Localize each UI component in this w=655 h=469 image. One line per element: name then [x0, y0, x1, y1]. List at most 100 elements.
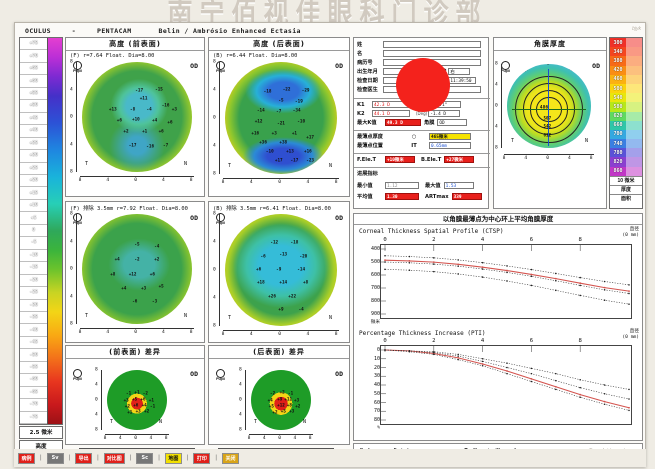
pti-plot[interactable]: 0 10 20 30 40 50 60 70 80% 0 2 4 6 8 — [374, 338, 632, 431]
pachymetry-swatch — [626, 65, 642, 75]
map-value: -34 — [292, 108, 301, 114]
nasal-label: N — [303, 419, 307, 425]
cornea-side-value: OD — [437, 119, 468, 126]
chart-y-unit: % — [377, 425, 380, 431]
map-value: +13 — [286, 149, 294, 155]
field-surname-value[interactable] — [383, 41, 481, 48]
map-value: +4 — [152, 118, 158, 124]
pachymetry-scale-row: 420 — [610, 65, 642, 75]
pachymetry-disc[interactable]: 4865075426120°30°60°90°120°150°180°210°2… — [507, 64, 591, 148]
y-tick: 4 — [70, 294, 73, 299]
pti-title: Percentage Thickness Increase (PTI) — [359, 330, 486, 337]
elevation-map-panel-1: 高度 (前表面) (F) r=7.64 Float. Dia=8.00 OD Pupi… — [65, 37, 205, 197]
series-normal-low — [384, 349, 630, 390]
x-tick: 0 — [278, 332, 281, 337]
map-disc[interactable]: -17 -15 +11 -16 +13 -8 -4 +3 +6 +10 +4 +6 +2 +1 +6 -17-… — [82, 62, 192, 172]
metric-kmax: 最大K值 49.3 D 角膜 OD — [357, 119, 468, 126]
map-title: 高度 (前表面) — [66, 38, 204, 51]
field-surname[interactable]: 姓 — [357, 41, 487, 48]
chart-y-tick: 900 — [370, 311, 380, 317]
map-y-axis: 8 4 0 4 8 — [70, 60, 77, 175]
pachymetry-map-panel: 角膜厚度 OD Pupil 4865075426120°30°60°90°120… — [493, 37, 607, 209]
ctsp-note-line1: 直径 — [629, 227, 639, 232]
y-tick: 4 — [70, 239, 73, 244]
map-value: -15 — [155, 87, 163, 92]
record-button[interactable]: 病例 — [18, 452, 35, 464]
print-button[interactable]: 打印 — [193, 452, 211, 464]
elevation-tick: +5 — [20, 212, 48, 225]
y-tick: 0 — [95, 397, 98, 403]
pupil-ring-icon — [73, 213, 82, 222]
y-tick: 8 — [70, 169, 73, 175]
save-button[interactable]: Sv — [46, 452, 64, 464]
field-givenname-value[interactable] — [383, 50, 481, 57]
temporal-label: T — [85, 313, 89, 319]
ctsp-right-note: 直径 (0 mm) — [622, 227, 639, 239]
bele-label: B.Ele.T — [421, 156, 442, 163]
map-value: +3 — [123, 398, 129, 404]
map-subtitle: (B) 排除 3.5mm r=6.41 Float. Dia=8.00 — [213, 206, 331, 212]
x-tick: 8 — [247, 436, 251, 441]
map-y-axis: 8 4 0 4 8 — [213, 212, 220, 329]
time-value[interactable]: 11:39:50 — [448, 77, 477, 84]
temporal-label: T — [511, 138, 515, 144]
map-button[interactable]: 地图 — [164, 452, 182, 464]
map-title: 高度 (后表面) — [209, 38, 349, 51]
field-chartno-label: 病历号 — [357, 60, 373, 66]
meridian-label: 330° — [521, 66, 531, 74]
map-value: -2 — [142, 391, 148, 397]
compare-button[interactable]: 对比图 — [103, 452, 125, 464]
artmax-label: ARTmax — [425, 193, 449, 200]
clinic-name: 南宁佰视佳眼科门诊部 — [167, 0, 488, 26]
eye-value[interactable]: 右 — [448, 68, 471, 75]
toolbar-separator: | — [40, 455, 42, 461]
map-value: +14 — [279, 280, 288, 286]
chart-y-tick: 500 — [370, 259, 380, 265]
pti-note-line1: 直径 — [629, 329, 639, 334]
map-disc[interactable]: -18 -22 -29 -5 -19 -14 -7 -34 +12 -21 -10 +16 +3 +1 +3… — [225, 62, 337, 174]
map-value: -20 — [299, 254, 308, 260]
ctsp-plot[interactable]: 400 500 600 700 800 900 微米 0 2 4 6 8 — [371, 237, 632, 325]
pupil-label: Pupil — [216, 69, 225, 73]
elevation-tick: -20 — [20, 275, 48, 288]
y-tick: 4 — [70, 142, 73, 147]
pachymetry-step-label: 10 微米 — [610, 175, 642, 185]
pti-plot-svg — [381, 346, 630, 421]
pachymetry-map-canvas[interactable]: 4865075426120°30°60°90°120°150°180°210°2… — [494, 38, 608, 210]
temporal-label: T — [254, 419, 258, 425]
meridian-label: 30° — [568, 66, 576, 74]
meridian-label: 60° — [585, 83, 591, 91]
corner-watermark: bjyk — [632, 26, 641, 32]
scale-button[interactable]: Sc — [136, 452, 154, 464]
map-value: -6 — [132, 299, 138, 305]
pachymetry-swatch — [626, 111, 642, 121]
map-value: -14 — [256, 108, 265, 114]
close-button[interactable]: 关闭 — [221, 452, 239, 464]
meridian-label: 300° — [507, 82, 514, 92]
map-disc[interactable]: -12 -18 -6 -13 -20 +6 -9 -14 +18 +14 +8 +26 +22 +9 -4 — [225, 214, 337, 326]
pachymetry-foot-thickness[interactable]: 厚度 — [610, 184, 642, 194]
pachymetry-scale-row: 740 — [610, 139, 642, 149]
export-button[interactable]: 导出 — [75, 452, 93, 464]
x-tick: 8 — [502, 156, 506, 161]
map-y-axis: 8 4 0 4 8 — [70, 212, 77, 327]
map-value: -12 — [270, 240, 279, 246]
kmax-label: 最大K值 — [357, 120, 377, 126]
pachymetry-tick: 740 — [610, 139, 626, 149]
pupil-ring-icon — [216, 61, 225, 70]
elevation-map-panel-2: 高度 (后表面) (B) r=6.44 Float. Dia=8.00 OD Pupi… — [208, 37, 350, 197]
pachymetry-foot-area[interactable]: 面积 — [610, 193, 642, 203]
pupil-ring-icon — [73, 369, 82, 378]
y-tick: 8 — [213, 171, 216, 177]
pupil-ring-icon — [216, 369, 225, 378]
map-title: (前表面) 差异 — [66, 346, 204, 359]
map-value: -5 — [278, 98, 284, 104]
field-givenname[interactable]: 名 — [357, 50, 487, 57]
map-value: +12 — [254, 119, 263, 125]
map-disc[interactable]: -5 -4 +4 -2 +2 +8 +12 +6 +4 +3 +5 -6 -3 — [82, 214, 192, 324]
y-tick: 0 — [213, 115, 216, 121]
metric-avg: 平均值 1.30 ARTmax 339 — [357, 193, 482, 200]
map-disc[interactable]: -1 +1 -2 +3 +5 +6 +1 +2 +6 +4 -1 +1 +3 +2 — [107, 370, 167, 430]
map-value-labels: -12 -18 -6 -13 -20 +6 -9 -14 +18 +14 +8 +26 +22 +9 -4 — [225, 214, 337, 326]
map-disc[interactable]: -2 +2 -1 +4 +9 +11 +3 +5 +12 +8 +2 +2 +5 +3 — [251, 370, 311, 430]
